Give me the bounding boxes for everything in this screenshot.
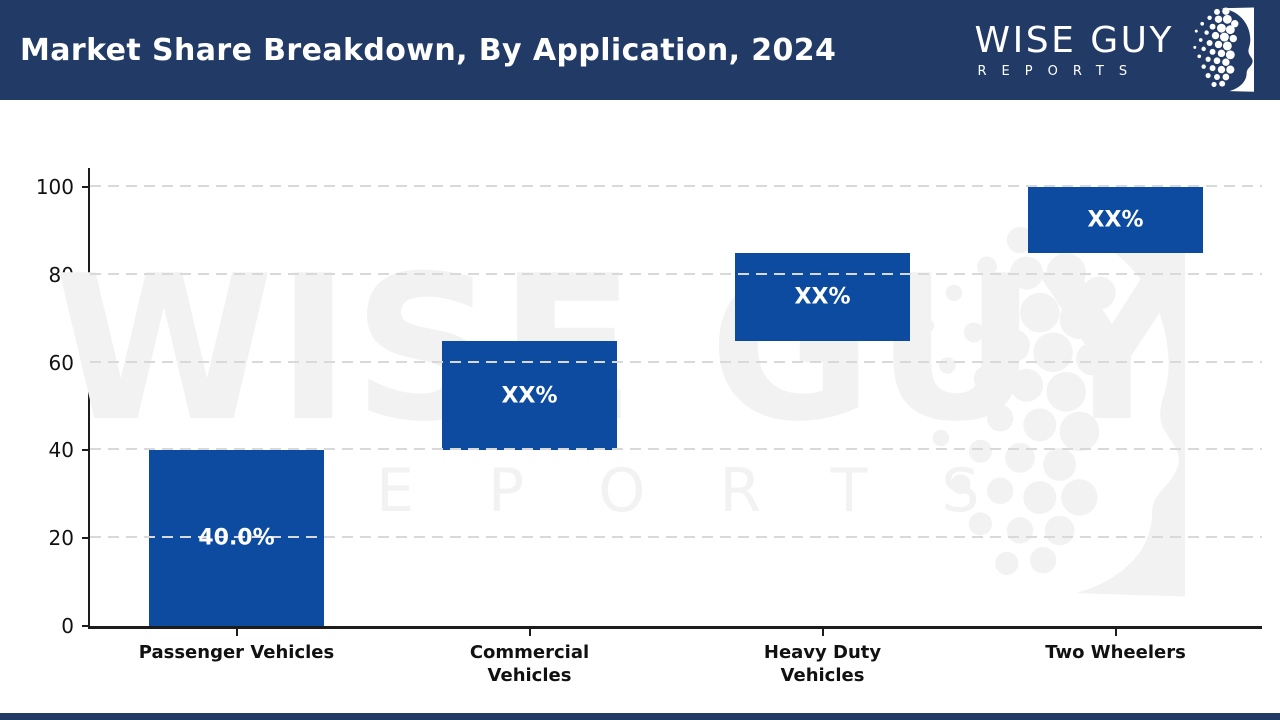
gridline-80 bbox=[90, 272, 1262, 275]
y-tick-mark-20 bbox=[82, 537, 90, 540]
y-tick-mark-40 bbox=[82, 449, 90, 452]
y-tick-label-20: 20 bbox=[48, 526, 74, 551]
x-label-passenger-vehicles: Passenger Vehicles bbox=[138, 642, 335, 663]
y-tick-mark-80 bbox=[82, 273, 90, 276]
x-tick-mark-commercial-vehicles bbox=[528, 629, 531, 636]
gridline-100 bbox=[90, 185, 1262, 188]
bar-label-commercial-vehicles: XX% bbox=[501, 383, 558, 409]
x-tick-mark-heavy-duty-vehicles bbox=[821, 629, 824, 636]
x-label-heavy-duty-vehicles: Heavy Duty Vehicles bbox=[763, 642, 882, 686]
chart-region: WISE GUY REPORTS 0 20 40 60 80 100 40.0% Passen… bbox=[0, 100, 1280, 713]
page-title: Market Share Breakdown, By Application, … bbox=[20, 32, 837, 68]
gridline-60 bbox=[90, 360, 1262, 363]
footer-bar bbox=[0, 713, 1280, 720]
bar-commercial-vehicles bbox=[441, 340, 618, 451]
logo-subtitle: REPORTS bbox=[977, 63, 1143, 79]
bar-label-passenger-vehicles: 40.0% bbox=[198, 525, 275, 551]
logo-text: WISE GUY REPORTS bbox=[974, 19, 1175, 79]
y-tick-label-60: 60 bbox=[48, 350, 74, 375]
bar-passenger-vehicles bbox=[148, 450, 325, 626]
bar-heavy-duty-vehicles bbox=[734, 252, 911, 341]
gridline-20 bbox=[90, 536, 1262, 539]
y-tick-label-40: 40 bbox=[48, 438, 74, 463]
x-label-commercial-vehicles: Commercial Vehicles bbox=[469, 642, 590, 686]
bar-label-heavy-duty-vehicles: XX% bbox=[794, 284, 851, 310]
y-tick-label-0: 0 bbox=[61, 614, 74, 638]
bar-label-two-wheelers: XX% bbox=[1087, 207, 1144, 233]
y-tick-label-80: 80 bbox=[48, 262, 74, 287]
header: Market Share Breakdown, By Application, … bbox=[0, 0, 1280, 100]
y-tick-mark-100 bbox=[82, 186, 90, 189]
y-tick-mark-0 bbox=[82, 625, 90, 627]
y-tick-label-100: 100 bbox=[35, 175, 74, 200]
x-tick-mark-passenger-vehicles bbox=[235, 629, 238, 636]
x-label-two-wheelers: Two Wheelers bbox=[1045, 642, 1186, 663]
plot-area: 0 20 40 60 80 100 40.0% Passenger Vehicles XX% Co… bbox=[36, 168, 1262, 686]
x-tick-mark-two-wheelers bbox=[1114, 629, 1117, 636]
y-tick-mark-60 bbox=[82, 361, 90, 364]
gridline-40 bbox=[90, 448, 1262, 451]
logo-wordmark: WISE GUY bbox=[974, 19, 1174, 61]
logo-face-icon bbox=[1180, 7, 1254, 93]
wise-guy-logo: WISE GUY REPORTS bbox=[975, 7, 1255, 93]
